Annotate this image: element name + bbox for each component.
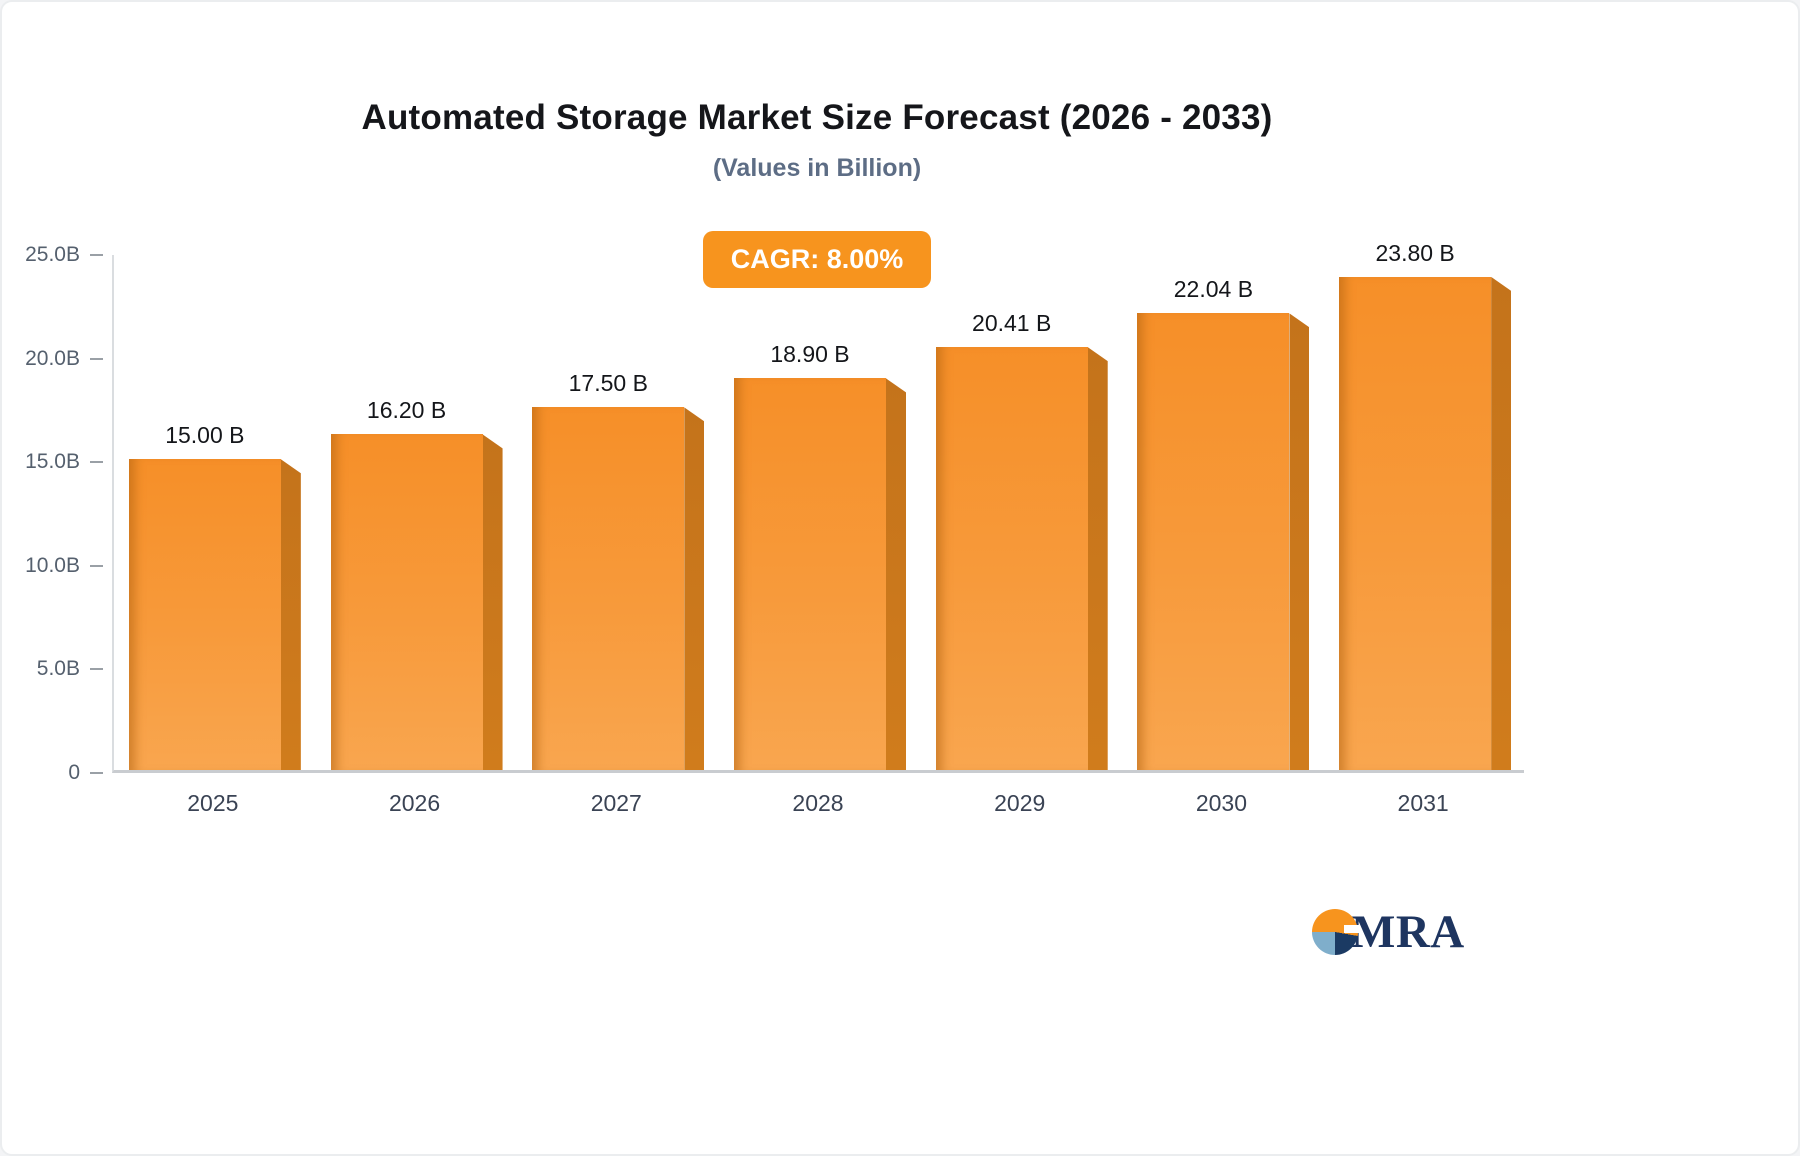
y-tick-label: 10.0B: [25, 553, 80, 577]
logo-text: MRA: [1351, 906, 1465, 958]
y-tick-mark: [90, 772, 103, 774]
y-tick-mark: [90, 254, 103, 256]
x-axis-label: 2030: [1195, 790, 1247, 816]
bar-2025: 15.00 B: [128, 422, 301, 770]
bar-value-label: 18.90 B: [770, 341, 850, 368]
x-axis-label: 2026: [388, 790, 441, 816]
chart-title: Automated Storage Market Size Forecast (…: [361, 98, 1273, 137]
bar-2027: 17.50 B: [532, 370, 705, 770]
chart-subtitle: (Values in Billion): [712, 154, 922, 182]
bar-value-label: 22.04 B: [1173, 276, 1254, 303]
logo: MRA: [1312, 905, 1465, 959]
bar-side-face: [684, 407, 705, 770]
bar-side-face: [1491, 276, 1512, 770]
bar-front-face: [734, 378, 886, 770]
bar-side-face: [280, 459, 301, 770]
x-axis-label: 2028: [792, 790, 844, 816]
bar-front-face: [1339, 276, 1492, 770]
y-tick-mark: [90, 668, 103, 671]
bar-front-face: [935, 347, 1088, 770]
logo-pie-notch: [1344, 925, 1360, 933]
chart-header: Automated Storage Market Size Forecast (…: [12, 2, 1622, 288]
y-tick-label: 15.0B: [25, 450, 80, 474]
x-axis-label: 2029: [994, 790, 1046, 816]
y-tick-mark: [90, 564, 103, 567]
bar-side-face: [886, 378, 906, 770]
bar-value-label: 16.20 B: [366, 397, 447, 424]
bar-front-face: [1137, 313, 1290, 770]
bar-2026: 16.20 B: [330, 397, 503, 770]
bar-2030: 22.04 B: [1137, 276, 1310, 770]
y-tick-mark: [90, 357, 103, 360]
x-axis-label: 2031: [1397, 790, 1449, 816]
bar-2029: 20.41 B: [935, 310, 1108, 770]
y-tick-label: 20.0B: [25, 346, 80, 370]
bar-2028: 18.90 B: [734, 341, 906, 770]
y-tick-label: 25.0B: [25, 243, 80, 266]
bar-side-face: [1087, 347, 1108, 770]
bar-front-face: [128, 459, 281, 770]
bar-front-face: [330, 434, 483, 770]
cagr-badge: CAGR: 8.00%: [702, 231, 932, 288]
bar-value-label: 20.41 B: [972, 310, 1052, 337]
bar-front-face: [532, 407, 685, 770]
bar-2031: 23.80 B: [1339, 240, 1512, 770]
bar-value-label: 17.50 B: [568, 370, 648, 397]
x-axis-label: 2025: [187, 790, 239, 816]
y-tick-label: 5.0B: [36, 657, 80, 681]
logo-pie-icon: [1312, 909, 1360, 955]
y-tick-mark: [90, 461, 103, 464]
x-axis-label: 2027: [590, 790, 642, 816]
y-tick-label: 0: [68, 761, 80, 784]
y-axis: 0 5.0B 10.0B 15.0B 20.0B 25.0B: [2, 243, 110, 784]
bar-value-label: 15.00 B: [165, 422, 245, 449]
plot-area: 15.00 B 16.20 B 17.50 B 18.90 B 20.41 B 22.04…: [112, 240, 1524, 773]
bar-side-face: [1289, 313, 1310, 770]
bar-value-label: 23.80 B: [1375, 239, 1455, 266]
bar-side-face: [482, 434, 503, 770]
